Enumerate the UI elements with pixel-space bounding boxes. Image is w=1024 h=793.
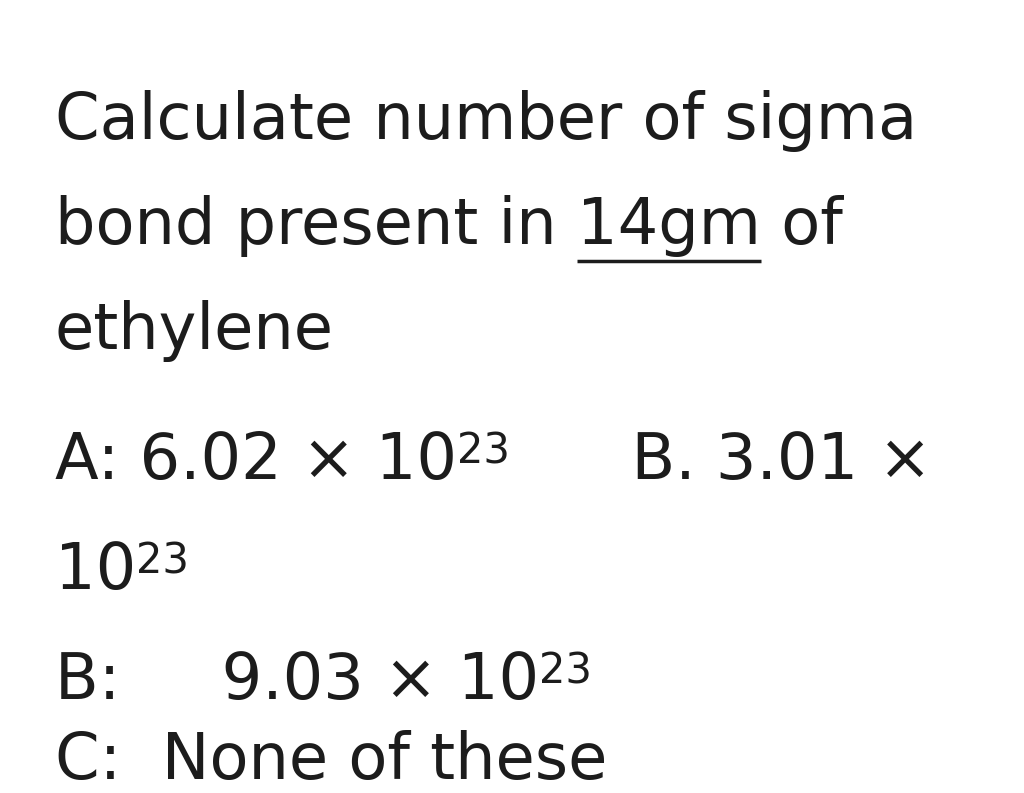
Text: B. 3.01 ×: B. 3.01 × [510,430,932,492]
Text: Calculate number of sigma: Calculate number of sigma [55,90,918,152]
Text: bond present in: bond present in [55,195,577,257]
Text: 23: 23 [457,430,510,472]
Text: 10: 10 [55,540,136,602]
Text: A: 6.02 × 10: A: 6.02 × 10 [55,430,457,492]
Text: C:  None of these: C: None of these [55,730,607,792]
Text: ethylene: ethylene [55,300,334,362]
Text: 23: 23 [539,650,592,692]
Text: 14gm: 14gm [577,195,761,257]
Text: 23: 23 [136,540,189,582]
Text: of: of [761,195,843,257]
Text: B:     9.03 × 10: B: 9.03 × 10 [55,650,539,712]
